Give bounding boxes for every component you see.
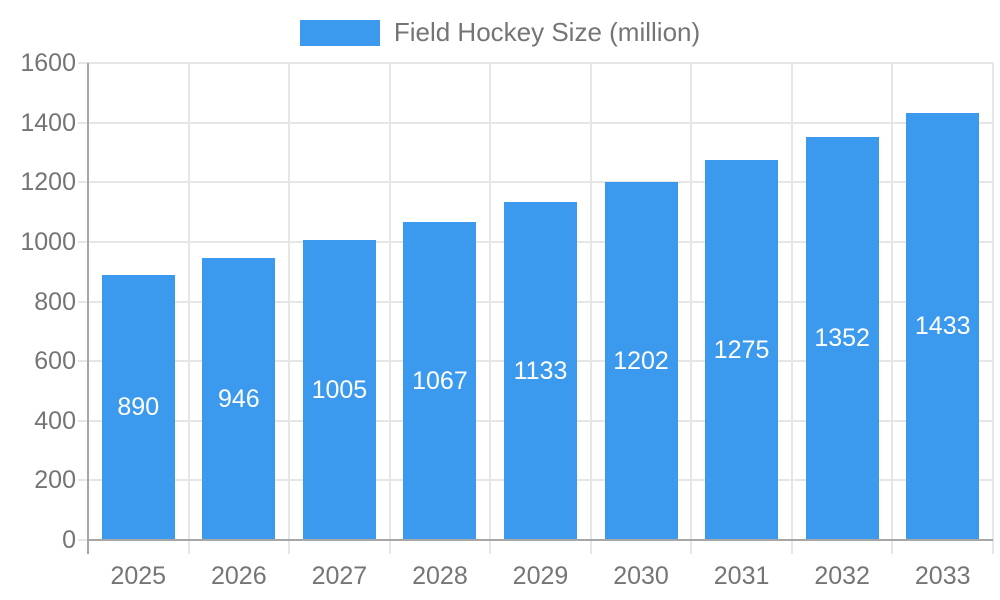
- v-gridline: [790, 63, 793, 554]
- legend-swatch: [299, 19, 380, 46]
- h-gridline: [78, 121, 993, 124]
- y-tick-label: 0: [62, 526, 76, 554]
- h-gridline: [78, 62, 993, 64]
- x-tick-label: 2028: [412, 562, 468, 590]
- x-tick-label: 2027: [311, 562, 368, 590]
- bar: [906, 112, 980, 540]
- v-gridline: [690, 63, 693, 554]
- v-gridline: [992, 63, 994, 554]
- y-tick-label: 600: [34, 347, 76, 376]
- x-axis-line: [88, 539, 993, 541]
- legend: Field Hockey Size (million): [0, 17, 1000, 48]
- bar-value-label: 890: [117, 393, 160, 422]
- v-gridline: [388, 63, 391, 554]
- bar-value-label: 1133: [513, 357, 568, 386]
- bar: [504, 202, 577, 540]
- bar-value-label: 946: [217, 384, 260, 413]
- v-gridline: [187, 63, 190, 554]
- bar: [302, 240, 376, 540]
- y-tick-label: 1400: [20, 108, 76, 137]
- bar-value-label: 1005: [311, 376, 368, 405]
- v-gridline: [891, 63, 894, 554]
- y-axis-line: [87, 63, 89, 554]
- bar-value-label: 1352: [814, 324, 870, 353]
- y-tick-label: 1200: [20, 168, 76, 197]
- x-tick-label: 2031: [713, 562, 770, 590]
- bar-value-label: 1202: [613, 346, 669, 375]
- x-tick-label: 2030: [613, 562, 669, 590]
- h-gridline: [78, 181, 993, 184]
- y-tick-label: 400: [34, 406, 76, 435]
- v-gridline: [489, 63, 492, 554]
- y-tick-label: 800: [34, 287, 76, 316]
- bar: [805, 136, 879, 540]
- x-tick-label: 2032: [814, 562, 870, 590]
- x-tick-label: 2033: [914, 562, 971, 590]
- y-tick-label: 200: [34, 466, 76, 495]
- x-tick-label: 2026: [211, 562, 267, 590]
- bar: [101, 274, 175, 540]
- bar-value-label: 1067: [412, 366, 468, 395]
- bar: [403, 221, 477, 540]
- y-tick-label: 1600: [20, 49, 76, 77]
- v-gridline: [589, 63, 592, 554]
- bar-value-label: 1433: [914, 312, 971, 341]
- x-tick-label: 2025: [110, 562, 167, 590]
- v-gridline: [288, 63, 291, 554]
- legend-label: Field Hockey Size (million): [393, 17, 701, 47]
- bar: [202, 257, 276, 540]
- bar-value-label: 1275: [713, 335, 770, 364]
- y-tick-label: 1000: [20, 227, 76, 256]
- bar: [705, 159, 779, 540]
- bar: [604, 181, 678, 540]
- x-tick-label: 2029: [512, 562, 569, 590]
